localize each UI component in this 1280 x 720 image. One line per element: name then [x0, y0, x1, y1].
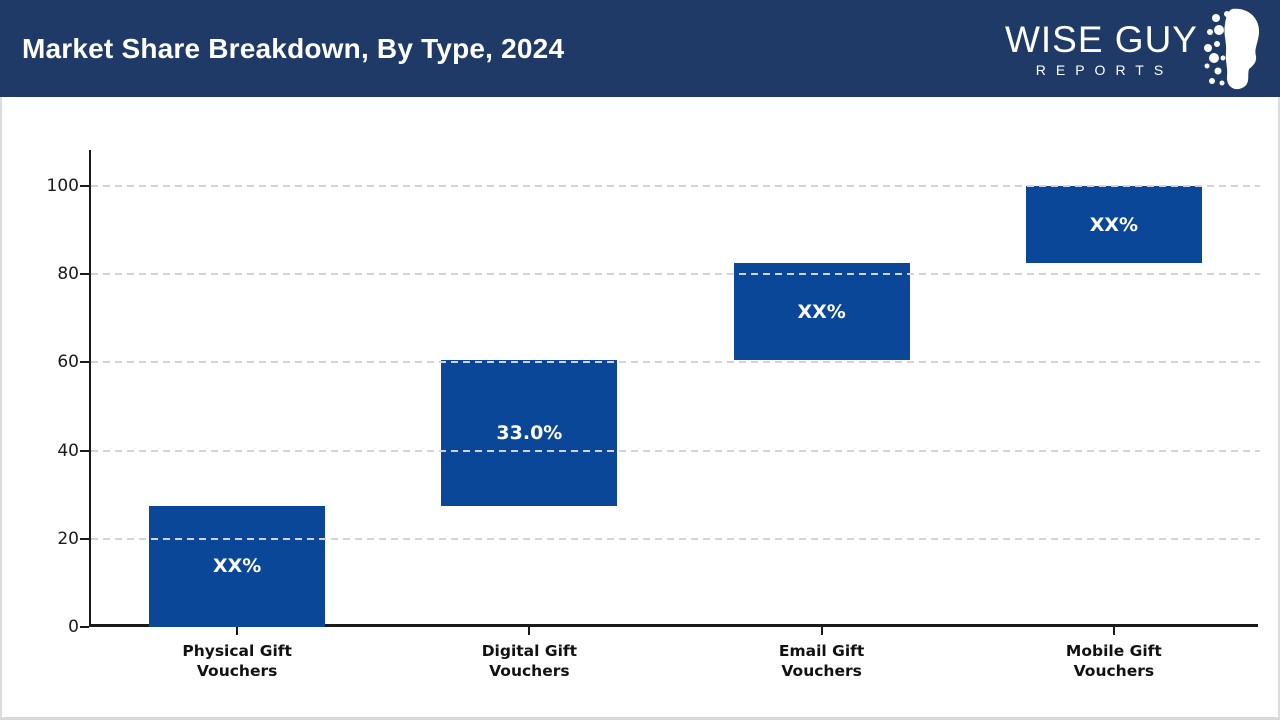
x-category-label: Digital Gift Vouchers — [409, 641, 649, 681]
y-tick-mark — [80, 361, 89, 364]
y-tick-label: 20 — [57, 528, 79, 549]
x-category-label-line: Vouchers — [1073, 662, 1155, 680]
x-category-label-line: Vouchers — [489, 662, 570, 680]
brand-logo: WISE GUY REPORTS — [1005, 6, 1264, 92]
gridline — [91, 185, 1260, 187]
y-tick-label: 40 — [57, 440, 79, 461]
x-category-label: Email Gift Vouchers — [702, 641, 942, 681]
y-tick-label: 100 — [46, 176, 79, 196]
y-tick-mark — [80, 273, 89, 276]
page-title: Market Share Breakdown, By Type, 2024 — [22, 32, 565, 64]
bar-segment: XX% — [1025, 186, 1202, 264]
x-category-label-line: Physical Gift — [182, 642, 292, 660]
y-tick-label: 80 — [57, 264, 79, 285]
gridline — [91, 361, 1260, 364]
x-tick-mark — [528, 627, 531, 635]
brand-logo-text: WISE GUY REPORTS — [1004, 19, 1198, 79]
y-tick-mark — [80, 449, 89, 452]
x-category-label-line: Vouchers — [196, 662, 278, 680]
bar-segment: 33.0% — [441, 360, 618, 506]
gridline — [91, 449, 1260, 452]
bar-value-label: XX% — [797, 300, 846, 323]
x-tick-mark — [236, 627, 239, 635]
y-tick-label: 0 — [68, 617, 79, 637]
x-category-label: Mobile Gift Vouchers — [994, 641, 1234, 681]
x-category-label-line: Mobile Gift — [1065, 642, 1162, 660]
x-category-label-line: Digital Gift — [481, 642, 578, 660]
x-category-label-line: Vouchers — [781, 662, 862, 680]
y-tick-mark — [80, 626, 89, 628]
bar-segment: XX% — [149, 505, 326, 627]
brand-name: WISE GUY — [1004, 19, 1198, 60]
plot-area: 0 20 40 60 80 100 XX% Physical Gift Vouchers 33.0… — [47, 150, 1260, 680]
gridline — [91, 273, 1260, 276]
y-tick-mark — [80, 185, 89, 187]
header-band: Market Share Breakdown, By Type, 2024 WI… — [0, 0, 1280, 97]
x-category-label-line: Email Gift — [778, 642, 865, 660]
x-tick-mark — [1112, 627, 1115, 635]
bar-value-label: XX% — [1089, 213, 1139, 236]
y-tick-label: 60 — [57, 352, 79, 373]
x-category-label: Physical Gift Vouchers — [117, 641, 357, 681]
gridline — [91, 537, 1260, 540]
brand-subname: REPORTS — [1035, 62, 1174, 78]
bar-value-label: 33.0% — [496, 421, 563, 444]
bar-segment: XX% — [733, 263, 910, 361]
bar-value-label: XX% — [212, 555, 262, 578]
y-tick-mark — [80, 537, 89, 540]
x-tick-mark — [820, 627, 823, 635]
brand-head-icon — [1204, 8, 1260, 90]
